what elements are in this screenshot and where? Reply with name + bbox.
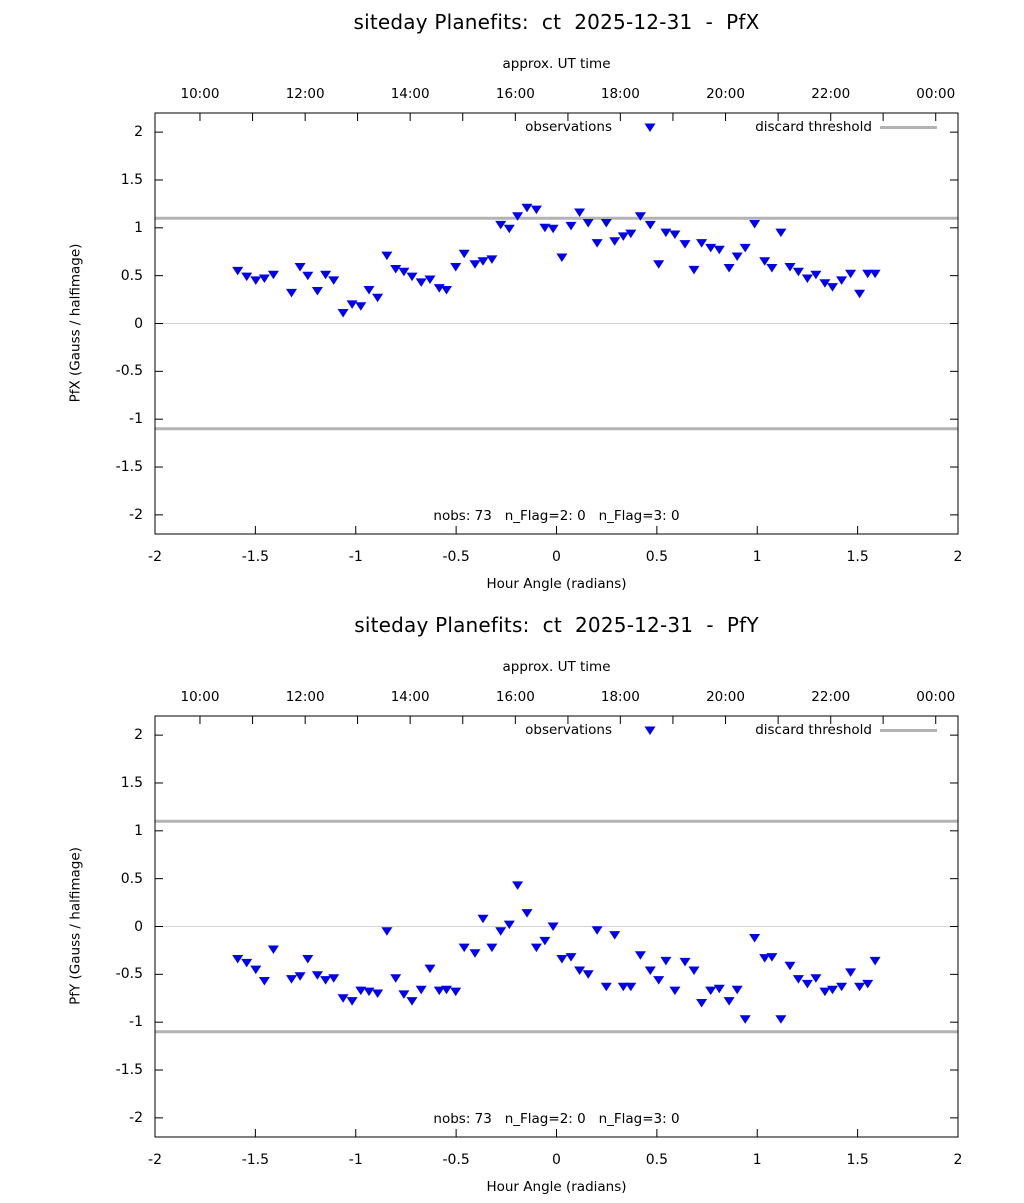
- x-tick-label: -0.5: [442, 549, 470, 565]
- ut-tick-label: 18:00: [600, 689, 640, 705]
- x-tick-label: -0.5: [442, 1152, 470, 1168]
- ut-tick-label: 14:00: [390, 689, 430, 705]
- x-tick-label: -1: [348, 1152, 363, 1168]
- x-tick-label: -1: [348, 549, 363, 565]
- ut-tick-label: 22:00: [811, 689, 851, 705]
- ut-tick-label: 12:00: [285, 689, 325, 705]
- pfy-stats-text: nobs: 73 n_Flag=2: 0 n_Flag=3: 0: [433, 1111, 680, 1127]
- y-tick-label: -0.5: [115, 966, 143, 983]
- pfy-x-axis-label: Hour Angle (radians): [486, 1179, 627, 1195]
- x-tick-label: -2: [148, 1152, 162, 1168]
- y-tick-label: -1.5: [115, 1062, 143, 1079]
- y-tick-label: 0.5: [120, 267, 143, 284]
- chart-pfy: siteday Planefits: ct 2025-12-31 - PfY a…: [0, 603, 1024, 1203]
- ut-tick-label: 10:00: [180, 86, 220, 102]
- ut-tick-label: 10:00: [180, 689, 220, 705]
- y-tick-label: 1: [134, 219, 143, 236]
- x-tick-label: -2: [148, 549, 162, 565]
- ut-tick-label: 16:00: [495, 86, 535, 102]
- pfy-top-axis-label: approx. UT time: [502, 659, 611, 675]
- pfx-stats-text: nobs: 73 n_Flag=2: 0 n_Flag=3: 0: [433, 508, 680, 524]
- ut-tick-label: 18:00: [600, 86, 640, 102]
- y-tick-label: -1.5: [115, 459, 143, 476]
- pfx-x-axis-label: Hour Angle (radians): [486, 576, 627, 592]
- y-tick-label: 0.5: [120, 870, 143, 887]
- ut-tick-label: 20:00: [706, 86, 745, 102]
- y-tick-label: -2: [129, 506, 143, 523]
- y-tick-label: 2: [134, 124, 143, 141]
- y-tick-label: 1.5: [120, 774, 143, 791]
- pfy-legend-observations-label: observations: [525, 722, 612, 738]
- ut-tick-label: 00:00: [916, 86, 956, 102]
- y-tick-label: -2: [129, 1109, 143, 1126]
- pfx-plot-canvas: [154, 112, 959, 535]
- x-tick-label: 2: [953, 1152, 963, 1168]
- x-tick-label: 0: [552, 549, 561, 565]
- pfy-legend-threshold-label: discard threshold: [755, 722, 872, 738]
- y-tick-label: 2: [134, 727, 143, 744]
- x-tick-label: 1: [752, 1152, 762, 1168]
- x-tick-label: 0.5: [645, 549, 668, 565]
- x-tick-label: -1.5: [241, 1152, 270, 1168]
- ut-tick-label: 14:00: [390, 86, 430, 102]
- x-tick-label: -1.5: [241, 549, 270, 565]
- ut-tick-label: 20:00: [706, 689, 745, 705]
- x-tick-label: 1.5: [846, 1152, 869, 1168]
- pfy-legend-triangle-down-icon: [644, 726, 656, 735]
- x-tick-label: 1: [752, 549, 762, 565]
- pfy-plot-canvas: [154, 715, 959, 1138]
- pfx-chart-title: siteday Planefits: ct 2025-12-31 - PfX: [353, 10, 760, 34]
- pfx-legend-triangle-down-icon: [644, 123, 656, 132]
- chart-pfx: siteday Planefits: ct 2025-12-31 - PfX a…: [0, 0, 1024, 600]
- y-tick-label: 1: [134, 822, 143, 839]
- pfx-legend-threshold-label: discard threshold: [755, 119, 872, 135]
- y-tick-label: -1: [129, 1014, 143, 1031]
- ut-tick-label: 22:00: [811, 86, 851, 102]
- pfx-legend-threshold-line-sample: [880, 126, 937, 129]
- pfx-legend-observations-label: observations: [525, 119, 612, 135]
- x-tick-label: 0.5: [645, 1152, 668, 1168]
- pfx-top-axis-label: approx. UT time: [502, 56, 611, 72]
- pfy-chart-title: siteday Planefits: ct 2025-12-31 - PfY: [354, 613, 759, 637]
- y-tick-label: 0: [134, 918, 143, 935]
- y-tick-label: -0.5: [115, 363, 143, 380]
- pfy-legend-threshold-line-sample: [880, 729, 937, 732]
- y-tick-label: 0: [134, 315, 143, 332]
- ut-tick-label: 16:00: [495, 689, 535, 705]
- ut-tick-label: 00:00: [916, 689, 956, 705]
- x-tick-label: 2: [953, 549, 963, 565]
- y-tick-label: 1.5: [120, 171, 143, 188]
- x-tick-label: 0: [552, 1152, 561, 1168]
- x-tick-label: 1.5: [846, 549, 869, 565]
- ut-tick-label: 12:00: [285, 86, 325, 102]
- y-tick-label: -1: [129, 411, 143, 428]
